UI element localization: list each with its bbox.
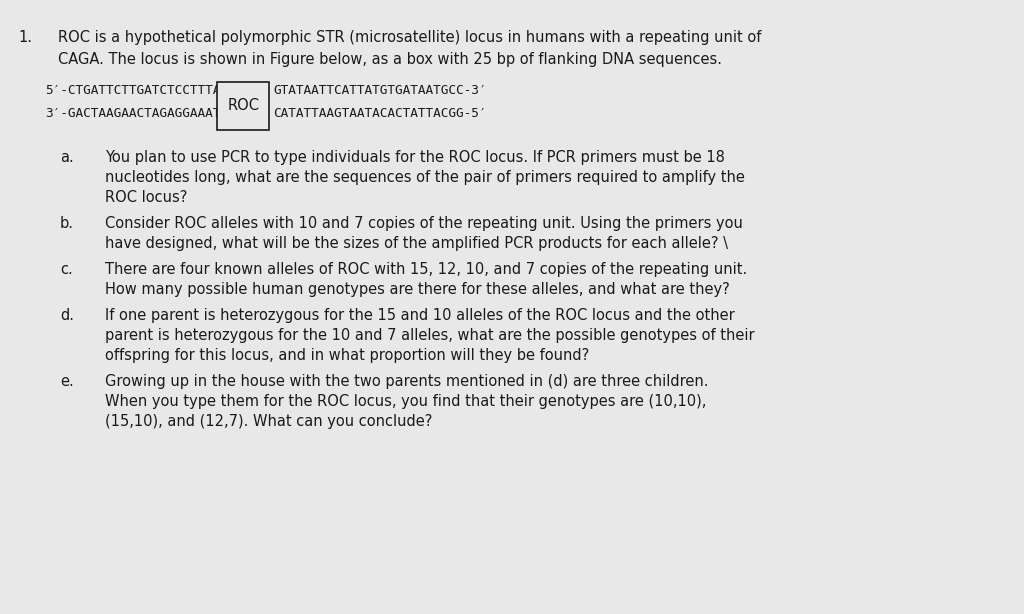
Text: nucleotides long, what are the sequences of the pair of primers required to ampl: nucleotides long, what are the sequences…	[105, 170, 744, 185]
Text: ROC: ROC	[227, 98, 259, 114]
Text: a.: a.	[60, 150, 74, 165]
Text: d.: d.	[60, 308, 74, 323]
Text: have designed, what will be the sizes of the amplified PCR products for each all: have designed, what will be the sizes of…	[105, 236, 728, 251]
Text: ROC locus?: ROC locus?	[105, 190, 187, 205]
Bar	[217, 82, 269, 130]
Text: CAGA. The locus is shown in Figure below, as a box with 25 bp of flanking DNA se: CAGA. The locus is shown in Figure below…	[58, 52, 722, 67]
Text: GTATAATTCATTATGTGATAATGCC-3′: GTATAATTCATTATGTGATAATGCC-3′	[273, 84, 486, 97]
Text: CATATTAAGTAATACACTATTACGG-5′: CATATTAAGTAATACACTATTACGG-5′	[273, 107, 486, 120]
Text: How many possible human genotypes are there for these alleles, and what are they: How many possible human genotypes are th…	[105, 282, 730, 297]
Text: c.: c.	[60, 262, 73, 277]
Text: ROC is a hypothetical polymorphic STR (microsatellite) locus in humans with a re: ROC is a hypothetical polymorphic STR (m…	[58, 30, 762, 45]
Text: Consider ROC alleles with 10 and 7 copies of the repeating unit. Using the prime: Consider ROC alleles with 10 and 7 copie…	[105, 216, 742, 231]
Text: (15,10), and (12,7). What can you conclude?: (15,10), and (12,7). What can you conclu…	[105, 414, 432, 429]
Text: If one parent is heterozygous for the 15 and 10 alleles of the ROC locus and the: If one parent is heterozygous for the 15…	[105, 308, 735, 323]
Text: e.: e.	[60, 374, 74, 389]
Text: parent is heterozygous for the 10 and 7 alleles, what are the possible genotypes: parent is heterozygous for the 10 and 7 …	[105, 328, 755, 343]
Text: b.: b.	[60, 216, 74, 231]
Text: offspring for this locus, and in what proportion will they be found?: offspring for this locus, and in what pr…	[105, 348, 589, 363]
Text: When you type them for the ROC locus, you find that their genotypes are (10,10),: When you type them for the ROC locus, yo…	[105, 394, 707, 409]
Text: 3′-GACTAAGAACTAGAGGAAATCGAAG: 3′-GACTAAGAACTAGAGGAAATCGAAG	[45, 107, 258, 120]
Text: 5′-CTGATTCTTGATCTCCTTTAGCTTC: 5′-CTGATTCTTGATCTCCTTTAGCTTC	[45, 84, 258, 97]
Text: Growing up in the house with the two parents mentioned in (d) are three children: Growing up in the house with the two par…	[105, 374, 709, 389]
Text: There are four known alleles of ROC with 15, 12, 10, and 7 copies of the repeati: There are four known alleles of ROC with…	[105, 262, 748, 277]
Text: 1.: 1.	[18, 30, 32, 45]
Text: You plan to use PCR to type individuals for the ROC locus. If PCR primers must b: You plan to use PCR to type individuals …	[105, 150, 725, 165]
